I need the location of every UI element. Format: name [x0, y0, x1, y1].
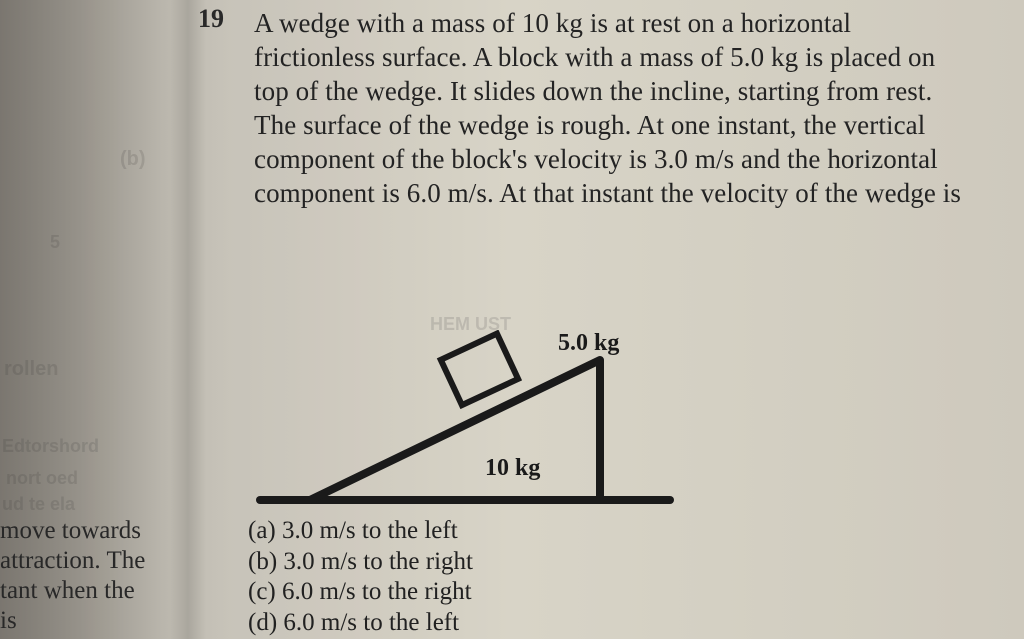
left-fragment: attraction. The [0, 546, 145, 577]
left-fragment: move towards [0, 516, 141, 547]
ghost-text: ud te ela [2, 494, 75, 515]
option-c: (c) 6.0 m/s to the right [248, 577, 473, 608]
ghost-text: nort oed [6, 468, 78, 489]
option-text-a: 3.0 m/s to the left [282, 517, 458, 544]
question-block: 19 A wedge with a mass of 10 kg is at re… [210, 4, 1000, 210]
ghost-text: rollen [4, 358, 58, 381]
option-text-c: 6.0 m/s to the right [282, 578, 472, 605]
options-list: (a) 3.0 m/s to the left (b) 3.0 m/s to t… [248, 516, 473, 638]
block-outline [441, 334, 518, 406]
ghost-text: HEM UST [430, 314, 511, 335]
wedge-mass-label: 10 kg [485, 455, 540, 481]
ghost-text: Edtorshord [2, 436, 99, 457]
option-text-d: 6.0 m/s to the left [283, 609, 459, 636]
option-b: (b) 3.0 m/s to the right [248, 547, 473, 578]
left-fragment: tant when the [0, 576, 135, 607]
option-key-b: (b) [248, 548, 277, 575]
left-fragment: is [0, 606, 17, 637]
option-key-c: (c) [248, 578, 276, 605]
option-key-d: (d) [248, 609, 277, 636]
option-a: (a) 3.0 m/s to the left [248, 516, 473, 547]
page-scan: 19 A wedge with a mass of 10 kg is at re… [0, 0, 1024, 639]
option-d: (d) 6.0 m/s to the left [248, 608, 473, 639]
option-key-a: (a) [248, 517, 276, 544]
question-number: 19 [198, 4, 224, 34]
option-text-b: 3.0 m/s to the right [283, 548, 473, 575]
ghost-text: (b) [120, 148, 146, 171]
page-gutter-shadow [170, 0, 206, 639]
wedge-outline [310, 360, 600, 500]
question-text: A wedge with a mass of 10 kg is at rest … [254, 6, 974, 210]
wedge-diagram: 5.0 kg 10 kg [250, 330, 680, 520]
block-mass-label: 5.0 kg [558, 330, 619, 356]
ghost-text: 5 [50, 232, 60, 253]
